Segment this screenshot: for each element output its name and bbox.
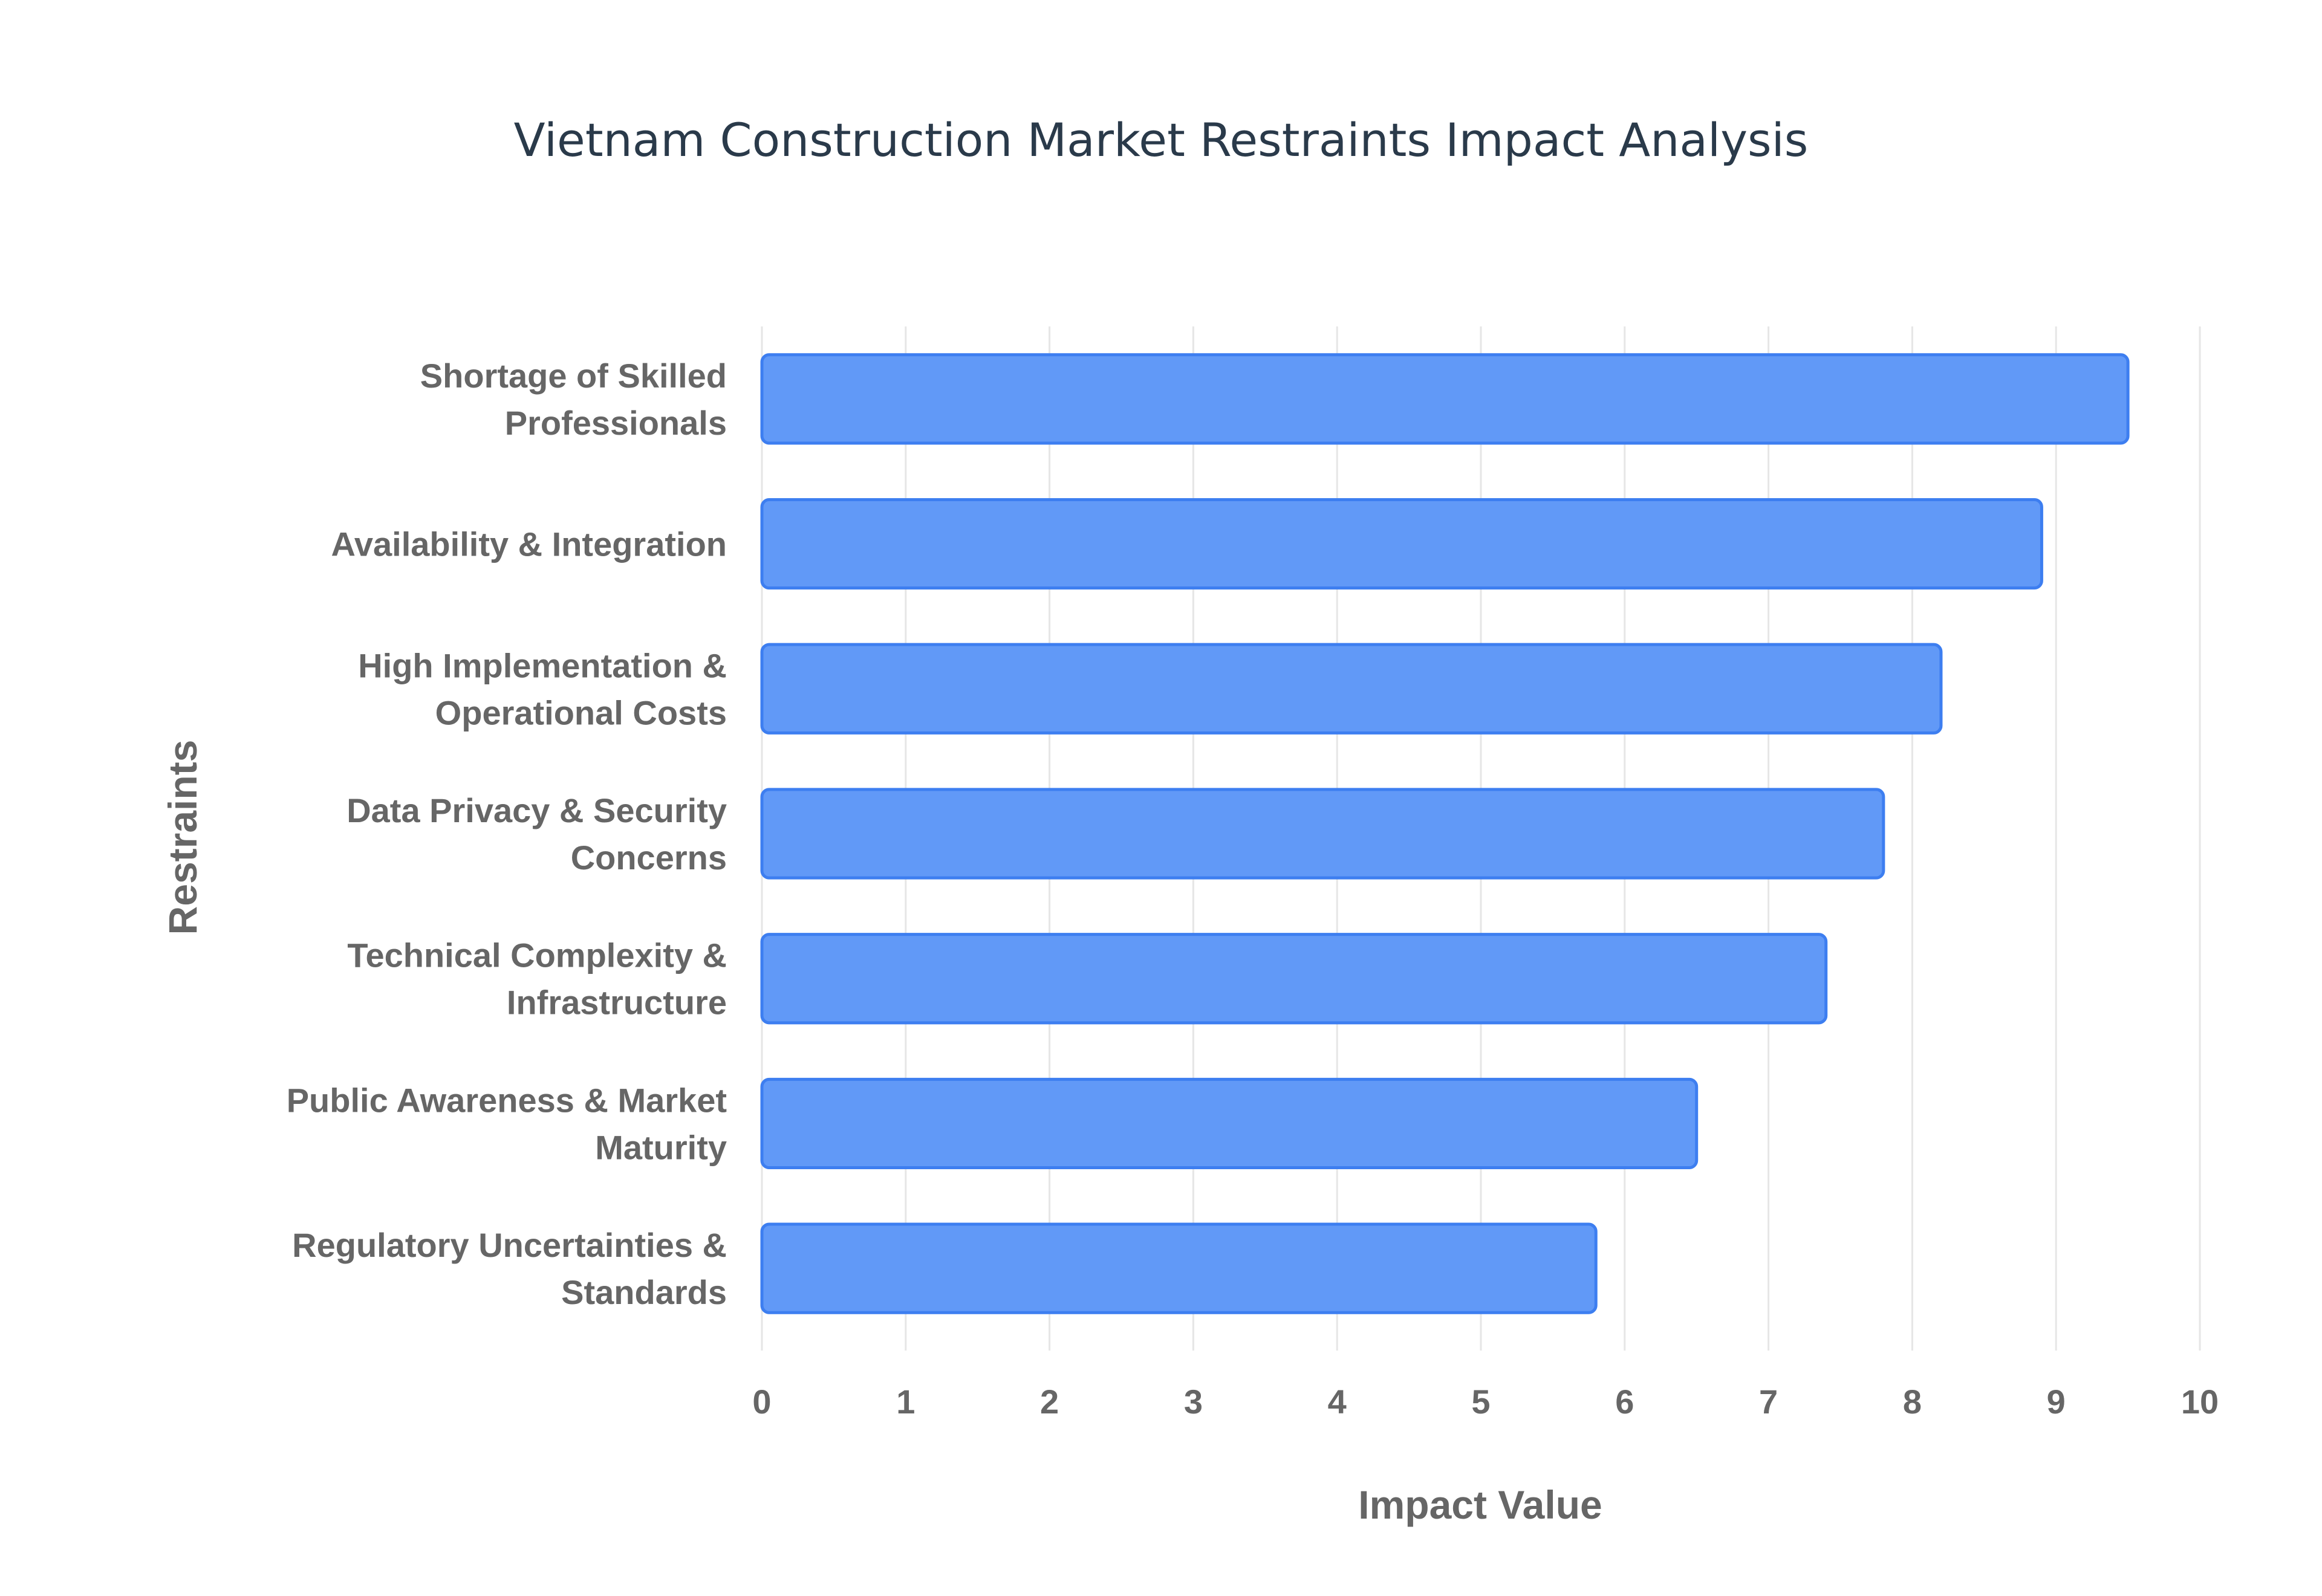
x-tick-label: 3 (1184, 1383, 1203, 1421)
chart-title: Vietnam Construction Market Restraints I… (514, 113, 1809, 167)
x-tick-label: 4 (1328, 1383, 1347, 1421)
x-tick-label: 7 (1759, 1383, 1778, 1421)
category-label: Public Awareness & Market (287, 1081, 727, 1119)
category-label: Concerns (571, 839, 727, 877)
x-tick-label: 8 (1903, 1383, 1922, 1421)
x-axis-title: Impact Value (1358, 1482, 1602, 1527)
category-label: Shortage of Skilled (420, 357, 727, 395)
bar (760, 1077, 1699, 1170)
category-label: Standards (561, 1273, 727, 1311)
bar (760, 353, 2130, 445)
x-axis-ticks: 0 1 2 3 4 5 6 7 8 9 10 (752, 1383, 2219, 1421)
x-tick-label: 1 (896, 1383, 915, 1421)
bar (760, 643, 1943, 735)
y-axis-title: Restraints (160, 740, 205, 935)
category-labels: Shortage of Skilled Professionals Availabi… (287, 357, 727, 1311)
category-label: Maturity (595, 1128, 727, 1166)
bar (760, 498, 2043, 590)
x-tick-label: 9 (2047, 1383, 2066, 1421)
category-label: Operational Costs (435, 693, 727, 731)
x-tick-label: 0 (752, 1383, 771, 1421)
x-tick-label: 2 (1040, 1383, 1059, 1421)
category-label: Data Privacy & Security (346, 791, 727, 829)
category-label: Availability & Integration (331, 525, 727, 563)
x-tick-label: 6 (1615, 1383, 1634, 1421)
bars (760, 353, 2130, 1314)
category-label: Infrastructure (507, 984, 727, 1022)
bar (760, 933, 1828, 1025)
bar (760, 1222, 1598, 1314)
category-label: Regulatory Uncertainties & (292, 1226, 727, 1264)
bar (760, 788, 1885, 880)
x-tick-label: 10 (2181, 1383, 2219, 1421)
category-label: Professionals (505, 404, 727, 442)
x-tick-label: 5 (1471, 1383, 1490, 1421)
category-label: High Implementation & (358, 646, 727, 684)
category-label: Technical Complexity & (347, 936, 727, 975)
